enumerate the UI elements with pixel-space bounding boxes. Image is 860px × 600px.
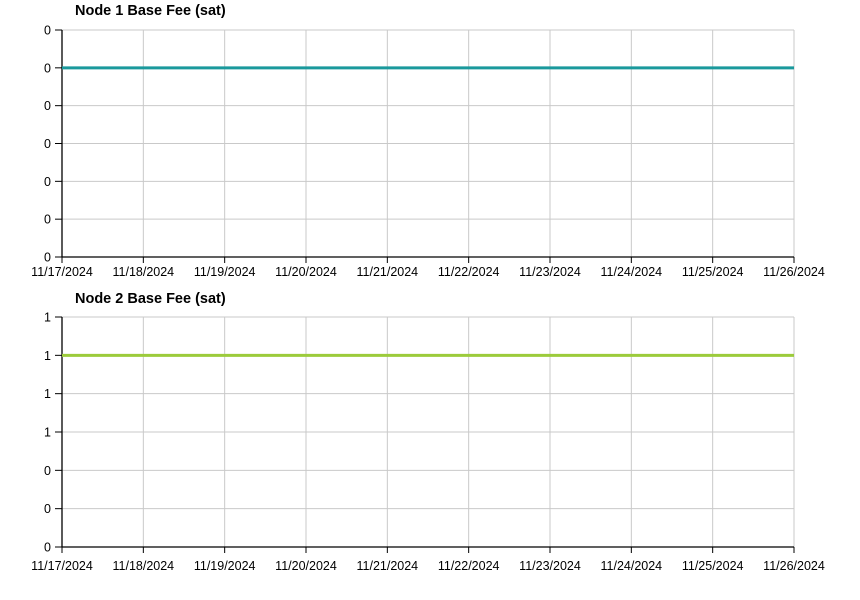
y-tick-label: 0	[44, 502, 51, 516]
y-tick-label: 0	[44, 464, 51, 478]
y-tick-label: 0	[44, 24, 51, 38]
y-tick-label: 0	[44, 137, 51, 151]
x-tick-label: 11/22/2024	[438, 265, 500, 279]
y-tick-label: 0	[44, 213, 51, 227]
y-tick-label: 0	[44, 251, 51, 265]
y-tick-label: 0	[44, 175, 51, 189]
y-tick-label: 1	[44, 311, 51, 325]
y-tick-label: 0	[44, 61, 51, 75]
x-tick-label: 11/26/2024	[763, 559, 825, 573]
y-tick-label: 1	[44, 387, 51, 401]
x-tick-label: 11/18/2024	[113, 265, 175, 279]
x-tick-label: 11/23/2024	[519, 559, 581, 573]
x-tick-label: 11/25/2024	[682, 559, 744, 573]
x-tick-label: 11/26/2024	[763, 265, 825, 279]
x-tick-label: 11/25/2024	[682, 265, 744, 279]
x-tick-label: 11/21/2024	[357, 265, 419, 279]
chart2-title: Node 2 Base Fee (sat)	[75, 291, 226, 307]
y-tick-label: 1	[44, 349, 51, 363]
y-tick-label: 0	[44, 541, 51, 555]
chart1-title: Node 1 Base Fee (sat)	[75, 3, 226, 19]
x-tick-label: 11/19/2024	[194, 559, 256, 573]
x-tick-label: 11/19/2024	[194, 265, 256, 279]
x-tick-label: 11/21/2024	[357, 559, 419, 573]
x-tick-label: 11/23/2024	[519, 265, 581, 279]
x-tick-label: 11/24/2024	[601, 265, 663, 279]
x-tick-label: 11/22/2024	[438, 559, 500, 573]
x-tick-label: 11/17/2024	[31, 559, 93, 573]
x-tick-label: 11/20/2024	[275, 559, 337, 573]
x-tick-label: 11/24/2024	[601, 559, 663, 573]
x-tick-label: 11/18/2024	[113, 559, 175, 573]
x-tick-label: 11/20/2024	[275, 265, 337, 279]
y-tick-label: 0	[44, 99, 51, 113]
y-tick-label: 1	[44, 426, 51, 440]
x-tick-label: 11/17/2024	[31, 265, 93, 279]
